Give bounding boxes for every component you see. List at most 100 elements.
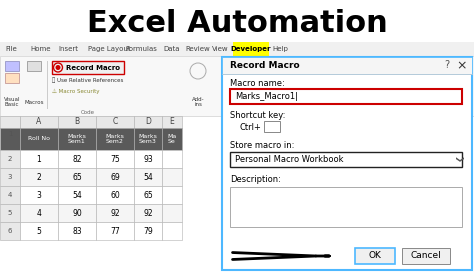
Text: 69: 69 — [110, 173, 120, 182]
Text: ⚠ Macro Security: ⚠ Macro Security — [52, 88, 100, 94]
Text: Marks
Sem1: Marks Sem1 — [68, 134, 86, 144]
Text: 60: 60 — [110, 191, 120, 200]
Text: View: View — [212, 46, 228, 52]
Bar — [162, 116, 182, 128]
Bar — [0, 116, 20, 128]
Bar — [0, 56, 474, 116]
Text: 4: 4 — [36, 209, 41, 218]
Text: C: C — [112, 117, 118, 126]
Bar — [96, 168, 134, 186]
Text: Marks
Sem3: Marks Sem3 — [138, 134, 157, 144]
Text: Review: Review — [185, 46, 210, 52]
Text: 1: 1 — [8, 131, 12, 137]
Text: Marks
Sem2: Marks Sem2 — [106, 134, 125, 144]
Bar — [134, 168, 162, 186]
Text: A: A — [36, 117, 42, 126]
Text: Developer: Developer — [231, 46, 271, 52]
Text: Home: Home — [30, 46, 51, 52]
Text: 54: 54 — [143, 173, 153, 182]
Bar — [162, 186, 182, 204]
Text: Record Macro: Record Macro — [66, 64, 120, 70]
Bar — [134, 204, 162, 222]
Bar — [0, 186, 20, 204]
Text: B: B — [74, 117, 80, 126]
Text: Data: Data — [163, 46, 180, 52]
Bar — [96, 116, 134, 128]
Bar — [230, 187, 462, 227]
Bar — [20, 204, 58, 222]
Bar — [20, 150, 58, 168]
Bar — [0, 42, 474, 56]
Bar — [47, 61, 48, 109]
Bar — [134, 150, 162, 168]
Text: Store macro in:: Store macro in: — [230, 141, 294, 150]
Bar — [0, 150, 20, 168]
Text: Insert: Insert — [58, 46, 78, 52]
Bar — [20, 116, 58, 128]
Bar — [162, 128, 182, 150]
Text: 65: 65 — [72, 173, 82, 182]
Text: D: D — [145, 117, 151, 126]
Text: 79: 79 — [143, 227, 153, 236]
Bar — [0, 168, 20, 186]
Bar — [96, 222, 134, 240]
Text: ⬛ Use Relative References: ⬛ Use Relative References — [52, 77, 123, 83]
Bar — [52, 61, 124, 74]
Bar — [0, 222, 20, 240]
Bar — [162, 150, 182, 168]
Text: 82: 82 — [72, 155, 82, 164]
Text: Ctrl+: Ctrl+ — [240, 123, 262, 132]
Bar — [58, 168, 96, 186]
Text: File: File — [5, 46, 17, 52]
Bar — [5, 73, 19, 83]
Bar — [5, 61, 19, 71]
Text: 2: 2 — [8, 156, 12, 162]
Bar — [58, 128, 96, 150]
Bar — [96, 128, 134, 150]
Bar — [134, 116, 162, 128]
Text: ×: × — [457, 59, 467, 72]
Text: Code: Code — [81, 109, 95, 114]
Text: 3: 3 — [36, 191, 41, 200]
Text: 5: 5 — [36, 227, 41, 236]
Text: 3: 3 — [8, 174, 12, 180]
Text: Macros: Macros — [24, 99, 44, 105]
Text: E: E — [170, 117, 174, 126]
Bar — [96, 204, 134, 222]
Bar — [27, 61, 41, 71]
Bar — [20, 186, 58, 204]
Bar — [134, 222, 162, 240]
Text: ?: ? — [445, 61, 449, 70]
Bar — [96, 150, 134, 168]
Text: 90: 90 — [72, 209, 82, 218]
Bar — [58, 186, 96, 204]
Bar — [222, 57, 472, 270]
Bar — [0, 128, 20, 150]
Text: Personal Macro Workbook: Personal Macro Workbook — [235, 155, 344, 164]
Text: 92: 92 — [110, 209, 120, 218]
Bar — [230, 89, 462, 104]
Bar — [58, 116, 96, 128]
Text: Excel Automation: Excel Automation — [87, 8, 387, 37]
Text: Formulas: Formulas — [125, 46, 157, 52]
Text: 83: 83 — [72, 227, 82, 236]
Text: Description:: Description: — [230, 176, 281, 185]
Text: ❯: ❯ — [454, 156, 463, 163]
Bar — [58, 204, 96, 222]
Text: Cancel: Cancel — [410, 251, 441, 260]
Text: 5: 5 — [8, 210, 12, 216]
Text: Ma
Se: Ma Se — [167, 134, 177, 144]
Bar — [20, 128, 58, 150]
Bar — [96, 186, 134, 204]
Text: Record Macro: Record Macro — [230, 61, 300, 70]
Bar — [222, 57, 472, 74]
Text: Macro name:: Macro name: — [230, 79, 285, 88]
Bar — [230, 152, 462, 167]
Text: Add-
ins: Add- ins — [191, 97, 204, 107]
Text: Page Layout: Page Layout — [88, 46, 131, 52]
Circle shape — [55, 65, 61, 70]
Bar — [162, 222, 182, 240]
Text: 75: 75 — [110, 155, 120, 164]
Text: 93: 93 — [143, 155, 153, 164]
Text: 4: 4 — [8, 192, 12, 198]
